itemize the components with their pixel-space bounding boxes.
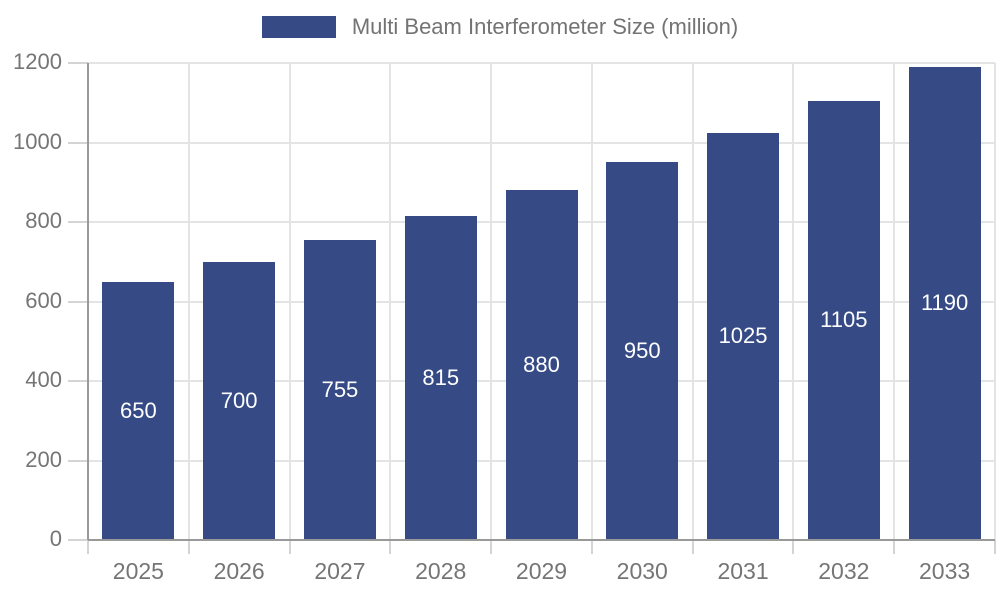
legend-swatch [261, 16, 336, 38]
bar-value-label: 1105 [820, 307, 868, 333]
x-axis-tick [490, 540, 493, 554]
y-axis-label: 800 [25, 208, 62, 233]
y-gridline [88, 62, 995, 64]
y-axis-tick [68, 380, 88, 382]
y-axis-tick [68, 141, 88, 144]
legend-label: Multi Beam Interferometer Size (million) [351, 14, 739, 39]
x-gridline [590, 63, 593, 540]
x-gridline [288, 63, 291, 540]
x-axis-label-2032: 2032 [818, 558, 870, 584]
x-axis-label-2030: 2030 [616, 558, 668, 584]
x-axis-tick [187, 540, 190, 554]
x-gridline [893, 63, 896, 540]
legend[interactable]: Multi Beam Interferometer Size (million) [0, 14, 1000, 40]
x-axis-tick [792, 540, 795, 554]
x-axis-label-2025: 2025 [112, 558, 164, 584]
y-axis-tick [68, 300, 88, 303]
y-axis-label: 1000 [13, 128, 62, 154]
x-axis-tick [389, 540, 392, 554]
bar-2030: 950 [606, 162, 679, 540]
x-axis-tick [87, 540, 89, 554]
x-gridline [490, 63, 493, 540]
x-axis-label-2029: 2029 [515, 558, 568, 584]
x-axis-label-2028: 2028 [415, 558, 467, 584]
y-axis-label: 1200 [13, 49, 62, 74]
bar-value-label: 1025 [718, 323, 768, 349]
bar-2025: 650 [102, 281, 175, 540]
bar-2031: 1025 [707, 132, 780, 540]
x-axis-label-2026: 2026 [213, 558, 265, 584]
bar-value-label: 755 [321, 376, 359, 402]
y-axis-tick [68, 459, 88, 462]
x-gridline [994, 63, 996, 540]
y-axis-label: 200 [25, 446, 62, 472]
x-axis-line [88, 539, 995, 541]
bar-value-label: 700 [220, 387, 258, 413]
x-axis-tick [893, 540, 896, 554]
x-axis-tick [994, 540, 996, 554]
x-gridline [187, 63, 190, 540]
x-axis-tick [691, 540, 694, 554]
x-axis-tick [288, 540, 291, 554]
bar-value-label: 950 [623, 338, 661, 364]
y-axis-label: 0 [49, 526, 62, 551]
bar-2028: 815 [404, 216, 477, 540]
x-axis-label-2027: 2027 [314, 558, 366, 584]
y-axis-label: 600 [25, 287, 62, 313]
x-gridline [389, 63, 392, 540]
y-gridline [88, 141, 995, 144]
bar-2027: 755 [303, 239, 376, 540]
bar-2029: 880 [505, 190, 578, 540]
bar-2033: 1190 [908, 66, 981, 540]
bar-value-label: 1190 [920, 290, 969, 316]
bar-2026: 700 [203, 261, 276, 540]
x-axis-label-2031: 2031 [717, 558, 769, 584]
x-gridline [792, 63, 795, 540]
y-axis-tick [68, 221, 88, 223]
x-axis-tick [590, 540, 593, 554]
bar-value-label: 880 [523, 352, 560, 378]
x-gridline [691, 63, 694, 540]
x-axis-label-2033: 2033 [919, 558, 971, 584]
bar-value-label: 650 [120, 397, 157, 423]
y-axis-label: 400 [25, 367, 62, 392]
bar-2032: 1105 [807, 100, 880, 540]
y-axis-tick [68, 62, 88, 64]
y-axis-line [87, 63, 89, 540]
y-axis-tick [68, 539, 88, 541]
bar-value-label: 815 [422, 365, 460, 390]
